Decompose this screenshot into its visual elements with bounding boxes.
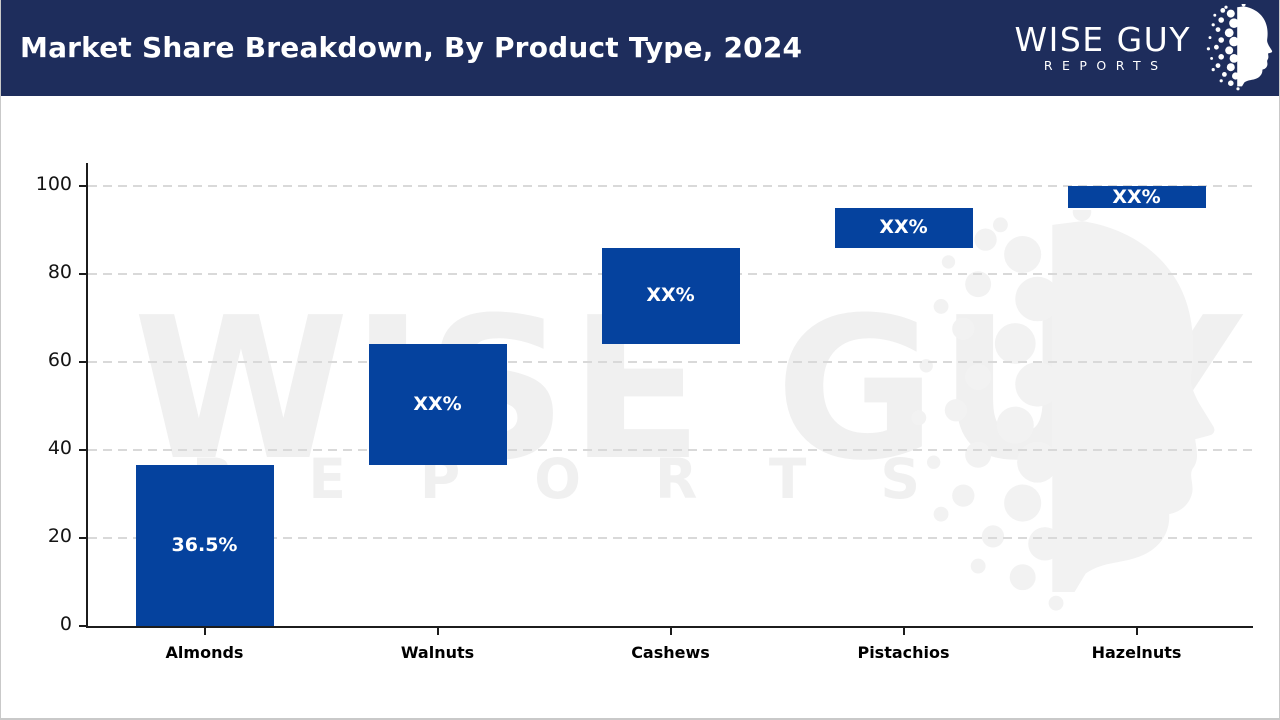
x-tick	[669, 628, 672, 635]
bar: XX%	[1067, 185, 1206, 208]
logo-subtext: REPORTS	[1043, 58, 1168, 74]
x-axis-label: Almonds	[165, 643, 244, 662]
wiseguy-logo: WISE GUY REPORTS	[1014, 4, 1274, 92]
gridline	[88, 185, 1253, 187]
x-axis-label: Hazelnuts	[1091, 643, 1182, 662]
y-tick	[79, 273, 88, 275]
wiseguy-head-icon	[1194, 4, 1274, 92]
x-tick	[203, 628, 206, 635]
gridline	[88, 537, 1253, 539]
y-tick	[79, 361, 88, 363]
logo-wordmark: WISE GUY	[1014, 20, 1191, 60]
y-tick-label: 100	[35, 173, 72, 195]
y-tick	[79, 449, 88, 451]
gridline	[88, 361, 1253, 363]
y-tick-label: 80	[47, 261, 72, 283]
bar-value-label: 36.5%	[171, 534, 238, 557]
x-axis-label: Cashews	[631, 643, 710, 662]
bar-value-label: XX%	[1112, 185, 1161, 208]
watermark-subtext: REPORTS	[192, 447, 994, 511]
bar: 36.5%	[135, 465, 274, 626]
bar: XX%	[601, 247, 740, 345]
y-tick-label: 60	[47, 349, 72, 371]
y-tick-label: 20	[47, 525, 72, 547]
header-bar: Market Share Breakdown, By Product Type,…	[0, 0, 1280, 96]
bar-value-label: XX%	[879, 216, 928, 239]
y-tick	[79, 537, 88, 539]
x-tick	[902, 628, 905, 635]
x-axis-label: Walnuts	[400, 643, 475, 662]
bar-value-label: XX%	[413, 393, 462, 416]
y-tick	[79, 185, 88, 187]
y-tick-label: 40	[47, 437, 72, 459]
gridline	[88, 449, 1253, 451]
y-tick	[79, 625, 88, 627]
x-axis	[86, 626, 1253, 628]
x-tick	[1135, 628, 1138, 635]
y-axis	[86, 163, 88, 628]
x-tick	[436, 628, 439, 635]
logo-wordmark-block: WISE GUY REPORTS	[1014, 23, 1191, 73]
x-axis-label: Pistachios	[857, 643, 950, 662]
bar: XX%	[834, 208, 973, 248]
bar: XX%	[368, 344, 507, 466]
y-tick-label: 0	[59, 613, 72, 635]
bar-value-label: XX%	[646, 284, 695, 307]
chart-title: Market Share Breakdown, By Product Type,…	[20, 30, 803, 64]
